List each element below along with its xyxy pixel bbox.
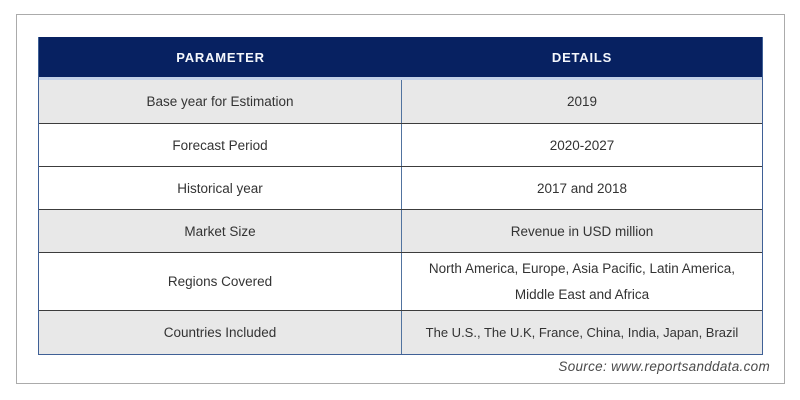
table-row: Countries Included The U.S., The U.K, Fr… — [39, 310, 762, 354]
cell-details: North America, Europe, Asia Pacific, Lat… — [428, 260, 736, 302]
header-cell-parameter: PARAMETER — [176, 49, 265, 65]
table-row: Base year for Estimation 2019 — [39, 80, 762, 123]
cell-details: Revenue in USD million — [510, 223, 654, 239]
cell-details: 2019 — [566, 94, 598, 109]
cell-details: 2020-2027 — [549, 137, 615, 153]
header-cell-details: DETAILS — [551, 49, 613, 65]
parameters-table: PARAMETER DETAILS Base year for Estimati… — [38, 37, 763, 355]
table-row: Regions Covered North America, Europe, A… — [39, 252, 762, 310]
cell-details: The U.S., The U.K, France, China, India,… — [425, 325, 739, 340]
cell-parameter: Countries Included — [39, 311, 402, 354]
table-row: Historical year 2017 and 2018 — [39, 166, 762, 209]
table-row: Forecast Period 2020-2027 — [39, 123, 762, 166]
header-underline — [39, 77, 762, 80]
cell-parameter: Regions Covered — [39, 253, 402, 310]
table-header-row: PARAMETER DETAILS — [39, 37, 762, 77]
cell-parameter: Forecast Period — [39, 124, 402, 166]
source-attribution: Source: www.reportsanddata.com — [558, 359, 770, 374]
cell-details: 2017 and 2018 — [536, 180, 628, 196]
cell-parameter: Market Size — [39, 210, 402, 252]
cell-parameter: Base year for Estimation — [39, 80, 402, 123]
table-row: Market Size Revenue in USD million — [39, 209, 762, 252]
cell-parameter: Historical year — [39, 167, 402, 209]
